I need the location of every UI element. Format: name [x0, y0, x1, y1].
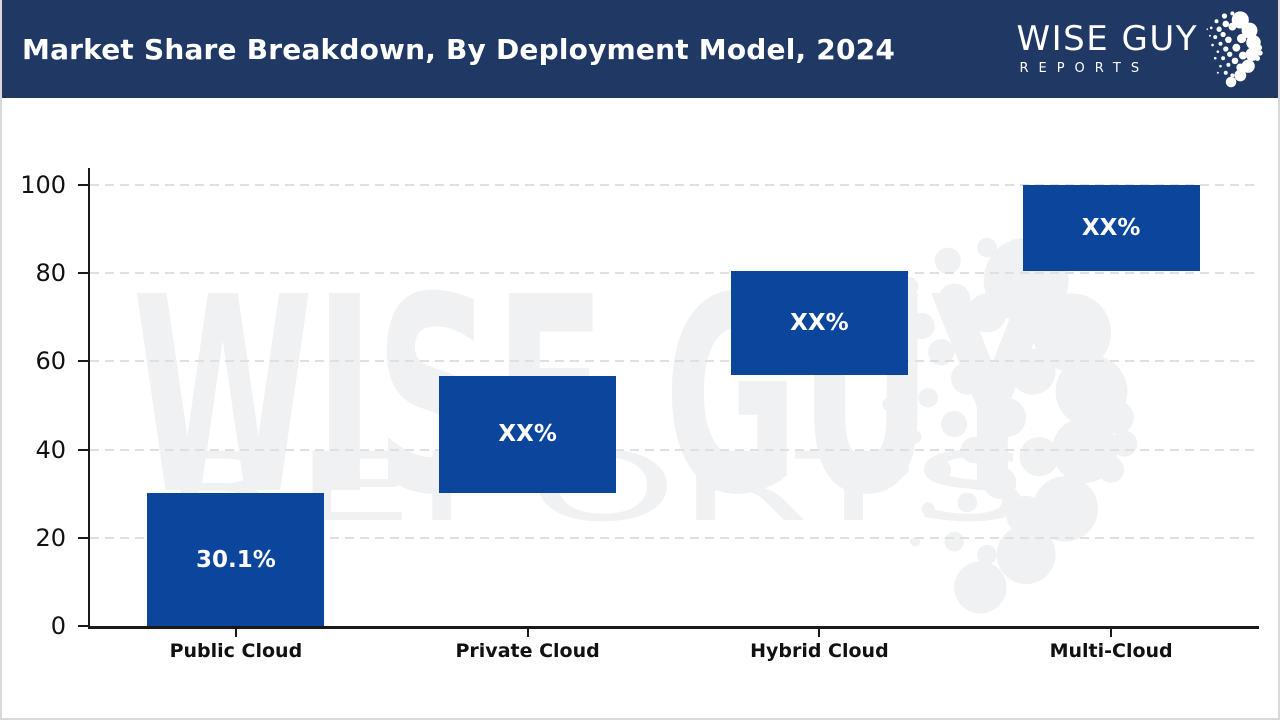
y-tick-label: 100: [20, 171, 66, 199]
x-axis-spine: [88, 626, 1259, 629]
y-tick: [78, 536, 88, 539]
y-tick: [78, 272, 88, 275]
header-bar: Market Share Breakdown, By Deployment Mo…: [2, 0, 1280, 98]
x-tick: [1110, 629, 1113, 637]
y-tick: [78, 448, 88, 451]
wise-guy-head-icon: [1202, 9, 1268, 89]
bar-value-label: 30.1%: [195, 546, 276, 573]
bar-value-label: XX%: [790, 310, 849, 337]
brand-logo: WISE GUY REPORTS: [1016, 9, 1280, 89]
y-tick: [78, 625, 88, 627]
x-axis-label-public-cloud: Public Cloud: [169, 640, 303, 662]
x-axis-label-multi-cloud: Multi-Cloud: [1049, 640, 1173, 662]
y-tick: [78, 360, 88, 363]
y-tick-label: 60: [35, 347, 66, 376]
x-tick: [234, 629, 237, 637]
gridline-60: [90, 360, 1257, 363]
gridline-100: [90, 184, 1257, 186]
y-tick-label: 40: [35, 435, 66, 464]
gridline-80: [90, 272, 1257, 275]
gridline-20: [90, 536, 1257, 539]
x-axis-label-private-cloud: Private Cloud: [455, 640, 600, 662]
y-tick-label: 0: [50, 612, 66, 640]
plot-area: 0 20 40 60 80 100 30.1% Public Cloud XX% Private …: [2, 98, 1278, 718]
bar-public-cloud: [147, 493, 325, 626]
y-tick-label: 80: [35, 259, 66, 288]
x-tick: [526, 629, 529, 637]
bar-private-cloud: [439, 375, 617, 494]
brand-logo-text: WISE GUY REPORTS: [1016, 19, 1198, 76]
bar-value-label: XX%: [498, 421, 557, 448]
brand-name: WISE GUY: [1016, 19, 1198, 60]
y-tick: [78, 184, 88, 186]
y-tick-label: 20: [35, 523, 66, 552]
gridline-40: [90, 448, 1257, 451]
x-tick: [818, 629, 821, 637]
x-axis-label-hybrid-cloud: Hybrid Cloud: [750, 640, 889, 662]
bar-value-label: XX%: [1081, 214, 1141, 241]
y-axis-spine: [88, 168, 90, 629]
page-title: Market Share Breakdown, By Deployment Mo…: [22, 32, 896, 66]
brand-subname: REPORTS: [1019, 60, 1150, 76]
